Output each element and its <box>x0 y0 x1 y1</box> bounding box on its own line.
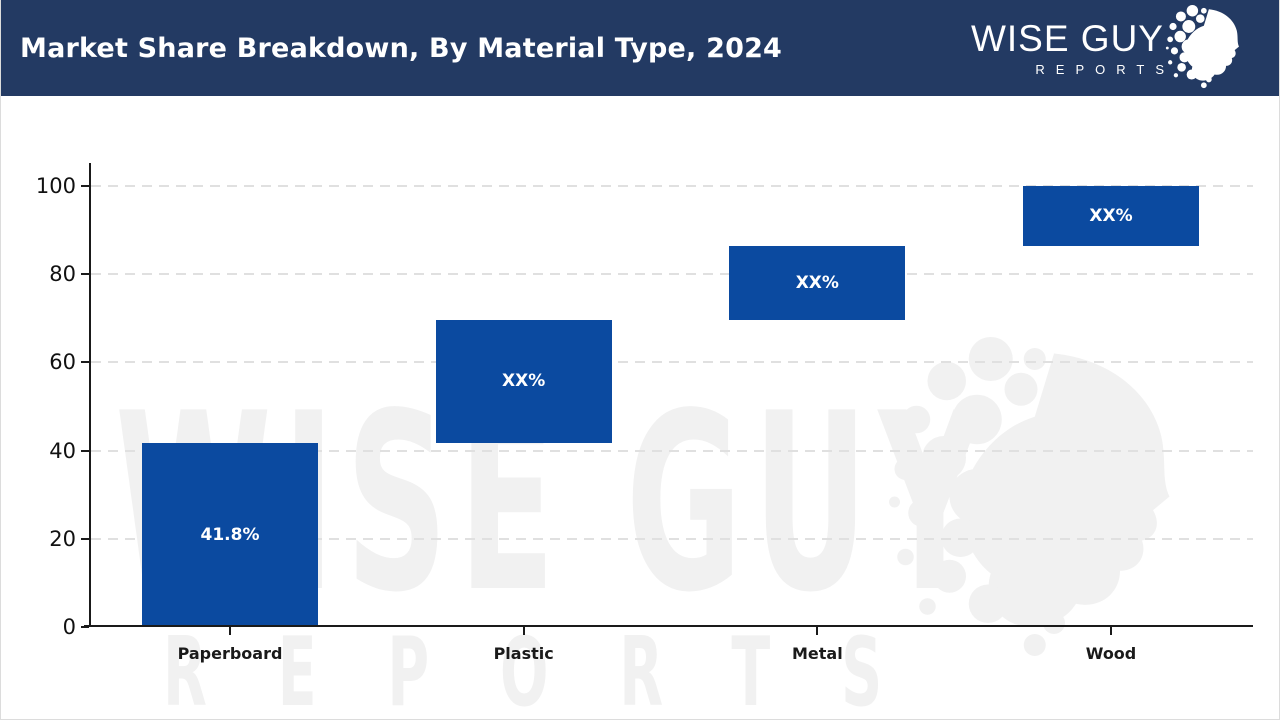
y-tick-label-0: 0 <box>62 615 76 639</box>
x-tick-wood <box>1110 627 1112 635</box>
logo-wordmark-sub: REPORTS <box>1035 61 1175 77</box>
gridline-20 <box>91 537 1253 540</box>
x-tick-plastic <box>522 627 525 635</box>
y-axis-line <box>89 163 91 627</box>
bar-wood <box>1023 186 1199 246</box>
category-label-paperboard: Paperboard <box>177 644 283 663</box>
gridline-40 <box>91 449 1253 452</box>
bar-value-label-paperboard: 41.8% <box>200 524 260 545</box>
chart-title: Market Share Breakdown, By Material Type… <box>20 32 783 64</box>
y-tick-label-60: 60 <box>49 350 76 375</box>
bar-plastic <box>435 320 612 443</box>
brand-logo-text: WISE GUY REPORTS <box>971 20 1164 77</box>
logo-wordmark: WISE GUY <box>970 17 1164 59</box>
brand-logo: WISE GUY REPORTS <box>971 5 1254 91</box>
x-tick-paperboard <box>229 627 231 635</box>
y-tick-20 <box>81 537 89 540</box>
bar-value-label-metal: XX% <box>795 273 839 294</box>
category-label-wood: Wood <box>1085 644 1137 663</box>
category-label-plastic: Plastic <box>493 644 554 663</box>
category-label-metal: Metal <box>791 644 843 663</box>
bar-paperboard <box>142 442 318 627</box>
x-axis-line <box>84 625 1253 627</box>
gridline-100 <box>91 185 1253 187</box>
gridline-60 <box>91 361 1253 364</box>
watermark-reports: REPORTS <box>163 618 953 720</box>
bar-value-label-wood: XX% <box>1089 205 1133 226</box>
y-tick-80 <box>81 273 89 276</box>
y-tick-100 <box>81 185 89 187</box>
y-tick-40 <box>81 449 89 452</box>
wiseguy-face-icon <box>1158 5 1254 91</box>
y-tick-0 <box>81 626 89 628</box>
y-tick-label-100: 100 <box>35 174 76 198</box>
header-bar: Market Share Breakdown, By Material Type… <box>0 0 1280 96</box>
y-tick-60 <box>81 361 89 364</box>
x-tick-metal <box>816 627 819 635</box>
plot-area: 0 20 40 60 80 100 41.8% Paperboard XX% Plastic XX%… <box>36 163 1253 663</box>
bar-metal <box>729 246 906 321</box>
gridline-80 <box>91 273 1253 276</box>
y-tick-label-40: 40 <box>49 438 76 463</box>
y-tick-label-80: 80 <box>49 262 76 287</box>
y-tick-label-20: 20 <box>49 526 76 551</box>
bar-value-label-plastic: XX% <box>502 371 546 392</box>
